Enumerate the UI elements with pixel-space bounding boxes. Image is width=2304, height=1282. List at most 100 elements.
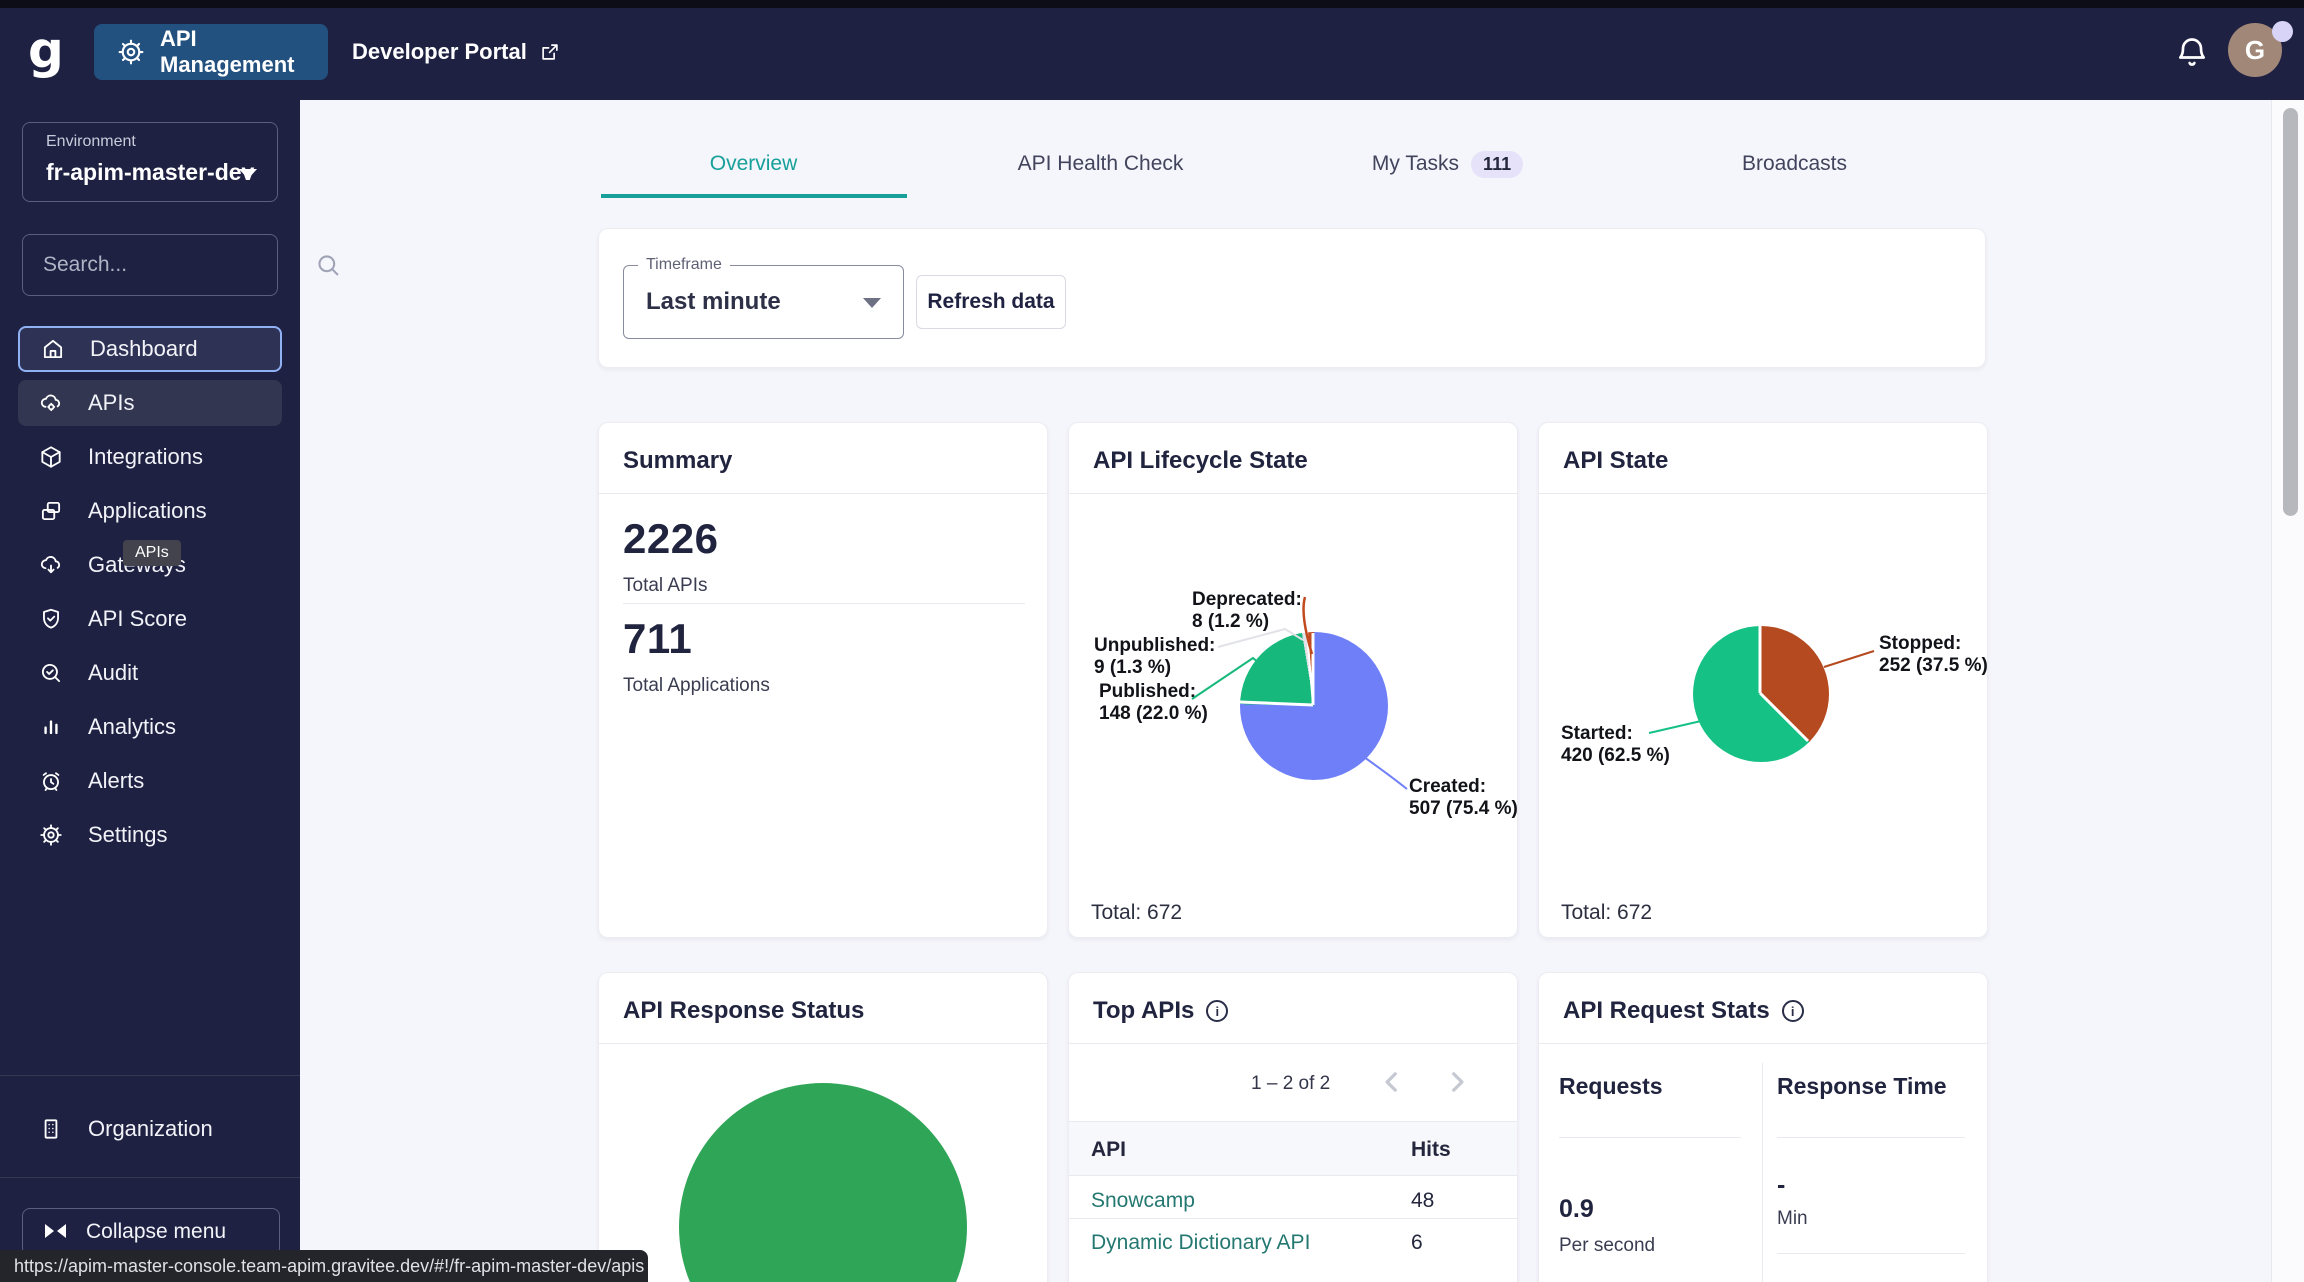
requests-column-title: Requests <box>1559 1073 1663 1099</box>
sidebar-menu: Dashboard APIs Integrations Applications… <box>18 326 282 866</box>
tab-broadcasts[interactable]: Broadcasts <box>1621 130 1968 198</box>
response-time-unit: Min <box>1777 1208 1808 1229</box>
card-title: API Lifecycle State <box>1093 447 1308 474</box>
environment-select[interactable]: Environment fr-apim-master-dev <box>22 122 278 202</box>
developer-portal-link[interactable]: Developer Portal <box>352 24 561 80</box>
divider <box>1559 1137 1741 1138</box>
hits-value: 6 <box>1411 1231 1423 1254</box>
sidebar-item-applications[interactable]: Applications <box>18 488 282 534</box>
api-management-button[interactable]: API Management <box>94 24 328 80</box>
paginator-prev-icon[interactable] <box>1379 1069 1405 1095</box>
card-title: API Request Stats i <box>1563 997 1804 1025</box>
card-title: Top APIs i <box>1093 997 1229 1025</box>
response-status-pie-chart[interactable] <box>679 1083 967 1282</box>
timeframe-value: Last minute <box>646 288 781 315</box>
collapse-menu-button[interactable]: Collapse menu <box>22 1208 280 1256</box>
sidebar-divider <box>0 1177 300 1178</box>
api-state-total-label: Total: 672 <box>1561 901 1653 924</box>
sidebar-item-label: API Score <box>88 606 188 631</box>
cloud-gear-icon <box>38 390 64 416</box>
sidebar-item-dashboard[interactable]: Dashboard <box>18 326 282 372</box>
tab-api-health-check[interactable]: API Health Check <box>927 130 1274 198</box>
paginator-range-label: 1 – 2 of 2 <box>1251 1073 1331 1094</box>
gravitee-logo[interactable]: g <box>28 21 64 79</box>
tab-overview[interactable]: Overview <box>580 130 927 198</box>
lifecycle-total-label: Total: 672 <box>1091 901 1183 924</box>
sidebar-item-label: Applications <box>88 498 207 523</box>
callout-unpublished: Unpublished: 9 (1.3 %) <box>1094 635 1216 679</box>
card-title: API Response Status <box>623 997 865 1024</box>
sidebar-item-label: Alerts <box>88 768 145 793</box>
search-input[interactable] <box>43 253 314 277</box>
divider <box>623 603 1025 604</box>
api-request-stats-title: API Request Stats <box>1563 997 1770 1024</box>
info-icon[interactable]: i <box>1206 1000 1229 1022</box>
building-icon <box>38 1116 64 1142</box>
top-apis-card: Top APIs i 1 – 2 of 2 API Hits Snowcamp … <box>1068 972 1518 1282</box>
external-link-icon <box>539 41 561 63</box>
sidebar-search <box>22 234 339 296</box>
notifications-bell-icon[interactable] <box>2172 32 2212 72</box>
callout-published: Published: 148 (22.0 %) <box>1099 681 1208 725</box>
user-avatar[interactable]: G <box>2228 23 2282 77</box>
api-management-label: API Management <box>160 26 295 77</box>
sidebar-item-alerts[interactable]: Alerts <box>18 758 282 804</box>
sidebar-item-integrations[interactable]: Integrations <box>18 434 282 480</box>
callout-deprecated: Deprecated: 8 (1.2 %) <box>1192 589 1302 633</box>
divider <box>1069 1218 1517 1219</box>
sidebar-item-organization[interactable]: Organization <box>18 1106 282 1152</box>
chevron-down-icon <box>863 298 881 308</box>
sidebar-item-settings[interactable]: Settings <box>18 812 282 858</box>
timeframe-select[interactable]: Timeframe Last minute <box>623 256 904 339</box>
refresh-data-button[interactable]: Refresh data <box>916 275 1066 329</box>
api-link-snowcamp[interactable]: Snowcamp <box>1091 1189 1195 1212</box>
sidebar-item-api-score[interactable]: API Score <box>18 596 282 642</box>
api-response-status-card: API Response Status <box>598 972 1048 1282</box>
my-tasks-count-badge: 111 <box>1471 150 1524 178</box>
summary-card: Summary 2226 Total APIs 711 Total Applic… <box>598 422 1048 938</box>
collapse-icon <box>45 1220 66 1244</box>
column-header-hits: Hits <box>1411 1138 1451 1161</box>
sidebar-item-label: Settings <box>88 822 168 847</box>
sidebar-item-label: Analytics <box>88 714 177 739</box>
shield-check-icon <box>38 606 64 632</box>
avatar-status-dot <box>2272 21 2293 42</box>
api-lifecycle-state-card: API Lifecycle State Deprecated: 8 (1.2 %)… <box>1068 422 1518 938</box>
window-top-strip <box>0 0 2304 8</box>
scrollbar-thumb[interactable] <box>2283 108 2298 516</box>
total-applications-label: Total Applications <box>623 675 770 696</box>
divider <box>1777 1253 1965 1254</box>
tab-my-tasks[interactable]: My Tasks 111 <box>1274 130 1621 198</box>
tab-label: API Health Check <box>1017 152 1184 175</box>
alarm-clock-icon <box>38 768 64 794</box>
bar-chart-icon <box>38 714 64 740</box>
api-link-dynamic-dictionary[interactable]: Dynamic Dictionary API <box>1091 1231 1311 1254</box>
callout-started: Started: 420 (62.5 %) <box>1561 723 1670 767</box>
api-state-card: API State Stopped: 252 (37.5 %) Started: 4… <box>1538 422 1988 938</box>
info-icon[interactable]: i <box>1781 1000 1804 1022</box>
top-apis-title: Top APIs <box>1093 997 1195 1024</box>
cloud-download-icon <box>38 552 64 578</box>
environment-label: Environment <box>46 133 136 150</box>
search-check-icon <box>38 660 64 686</box>
sidebar-item-apis[interactable]: APIs <box>18 380 282 426</box>
paginator-next-icon[interactable] <box>1444 1069 1470 1095</box>
sidebar-item-label: APIs <box>88 390 135 415</box>
environment-value: fr-apim-master-dev <box>46 159 255 185</box>
api-state-pie-chart[interactable] <box>1693 626 1829 762</box>
total-applications-value: 711 <box>623 615 693 662</box>
table-header-row <box>1069 1121 1517 1176</box>
callout-stopped: Stopped: 252 (37.5 %) <box>1879 633 1988 677</box>
total-apis-label: Total APIs <box>623 575 708 596</box>
gear-badge-icon <box>116 37 146 67</box>
sidebar-item-analytics[interactable]: Analytics <box>18 704 282 750</box>
divider <box>1777 1137 1965 1138</box>
card-title: Summary <box>623 447 733 474</box>
search-icon <box>314 251 342 279</box>
api-request-stats-card: API Request Stats i Requests Response Ti… <box>1538 972 1988 1282</box>
sidebar-item-audit[interactable]: Audit <box>18 650 282 696</box>
sidebar-item-label: Audit <box>88 660 139 685</box>
total-apis-value: 2226 <box>623 515 719 562</box>
sidebar-item-label: Dashboard <box>90 336 198 361</box>
